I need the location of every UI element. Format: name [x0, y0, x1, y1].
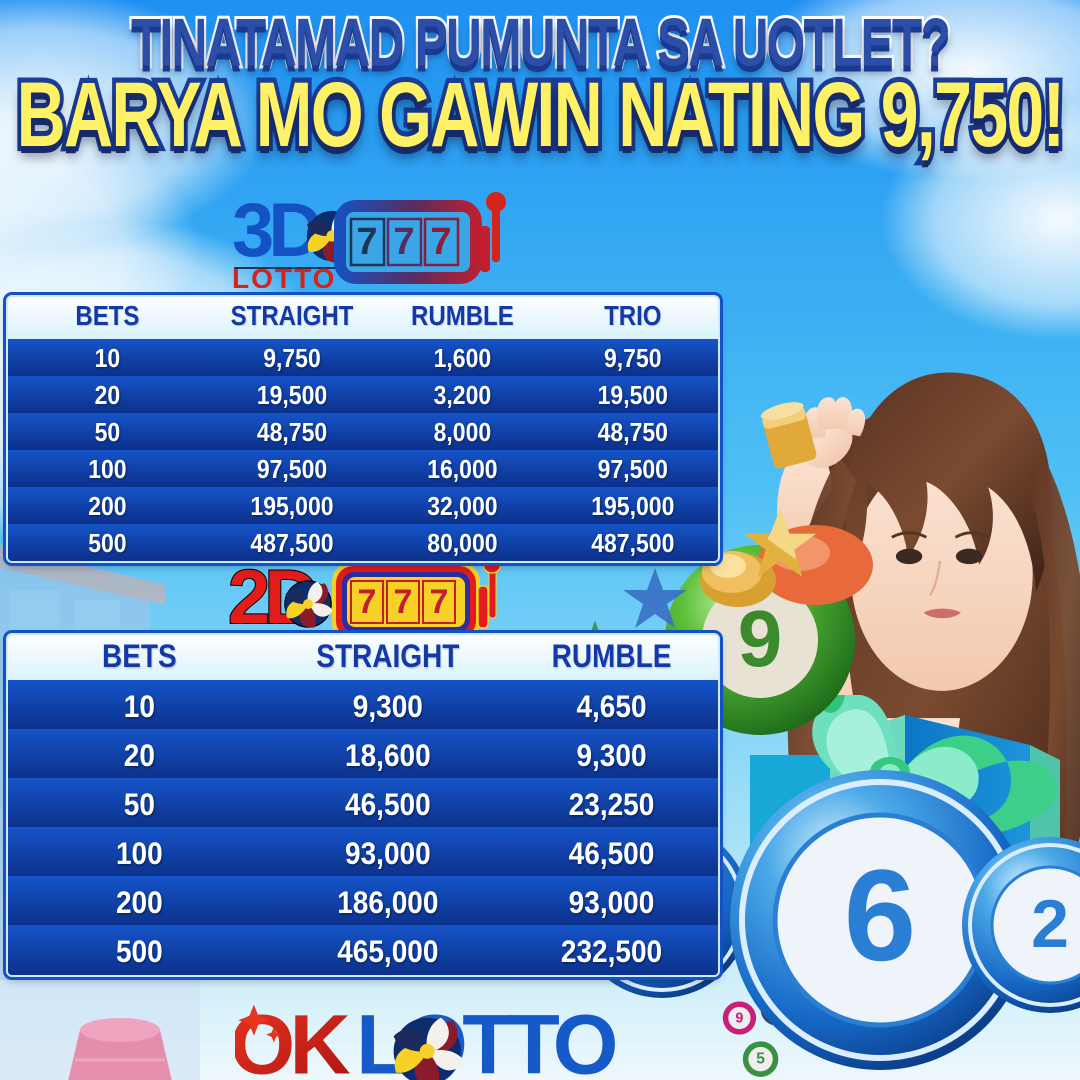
svg-text:3D: 3D [232, 188, 320, 273]
svg-text:6: 6 [844, 842, 916, 988]
svg-text:7: 7 [356, 221, 377, 263]
svg-text:7: 7 [430, 583, 449, 621]
svg-text:LOTTO: LOTTO [232, 263, 336, 288]
svg-text:7: 7 [358, 583, 377, 621]
svg-text:9: 9 [735, 1010, 743, 1026]
svg-text:7: 7 [394, 583, 413, 621]
svg-text:7: 7 [393, 221, 414, 263]
svg-text:5: 5 [756, 1051, 765, 1068]
svg-text:2: 2 [1031, 886, 1069, 962]
svg-text:7: 7 [430, 221, 451, 263]
